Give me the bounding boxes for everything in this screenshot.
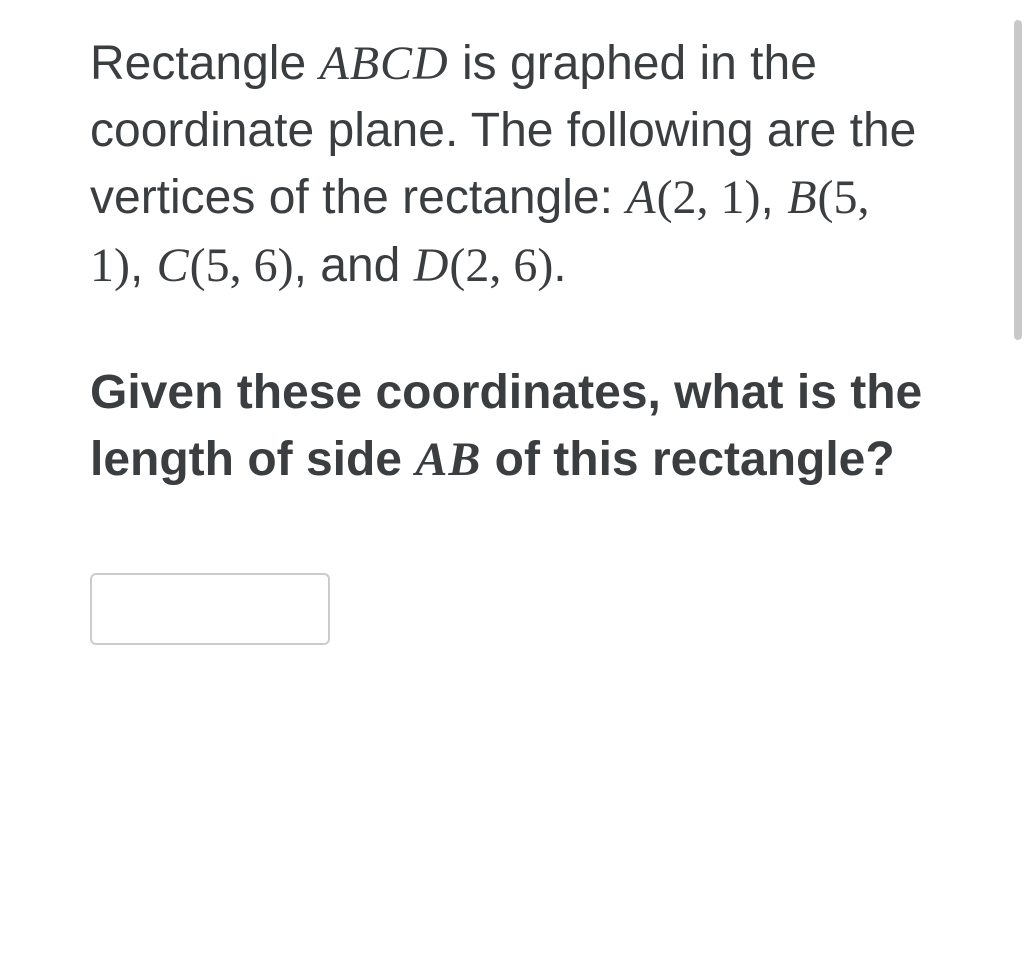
answer-row bbox=[90, 573, 934, 645]
paren-open: ( bbox=[190, 239, 206, 292]
answer-input[interactable] bbox=[90, 573, 330, 645]
vertex-a-label: A bbox=[626, 171, 656, 224]
paren-open: ( bbox=[449, 239, 465, 292]
paren-close: ) bbox=[278, 239, 294, 292]
math-side-name: AB bbox=[415, 433, 481, 486]
vertex-a-coords: 2, 1 bbox=[673, 171, 745, 224]
vertex-d-coords: 2, 6 bbox=[465, 239, 537, 292]
question-prompt: Given these coordinates, what is the len… bbox=[90, 359, 934, 493]
separator-and: , and bbox=[294, 239, 414, 292]
vertex-c-coords: 5, 6 bbox=[206, 239, 278, 292]
problem-text-part: Rectangle bbox=[90, 37, 319, 90]
paren-open: ( bbox=[817, 171, 833, 224]
paren-close: ) bbox=[114, 239, 130, 292]
math-rectangle-name: ABCD bbox=[319, 37, 448, 90]
paren-close: ) bbox=[537, 239, 553, 292]
problem-statement: Rectangle ABCD is graphed in the coordin… bbox=[90, 30, 934, 299]
vertex-b-label: B bbox=[787, 171, 817, 224]
vertex-c-label: C bbox=[157, 239, 190, 292]
vertex-d-label: D bbox=[414, 239, 450, 292]
paren-open: ( bbox=[657, 171, 673, 224]
scrollbar-thumb[interactable] bbox=[1014, 20, 1022, 340]
scrollbar-track[interactable] bbox=[1014, 20, 1024, 340]
separator: , bbox=[761, 171, 788, 224]
separator: , bbox=[130, 239, 157, 292]
period: . bbox=[553, 239, 566, 292]
question-text-part: of this rectangle? bbox=[481, 433, 894, 486]
paren-close: ) bbox=[745, 171, 761, 224]
